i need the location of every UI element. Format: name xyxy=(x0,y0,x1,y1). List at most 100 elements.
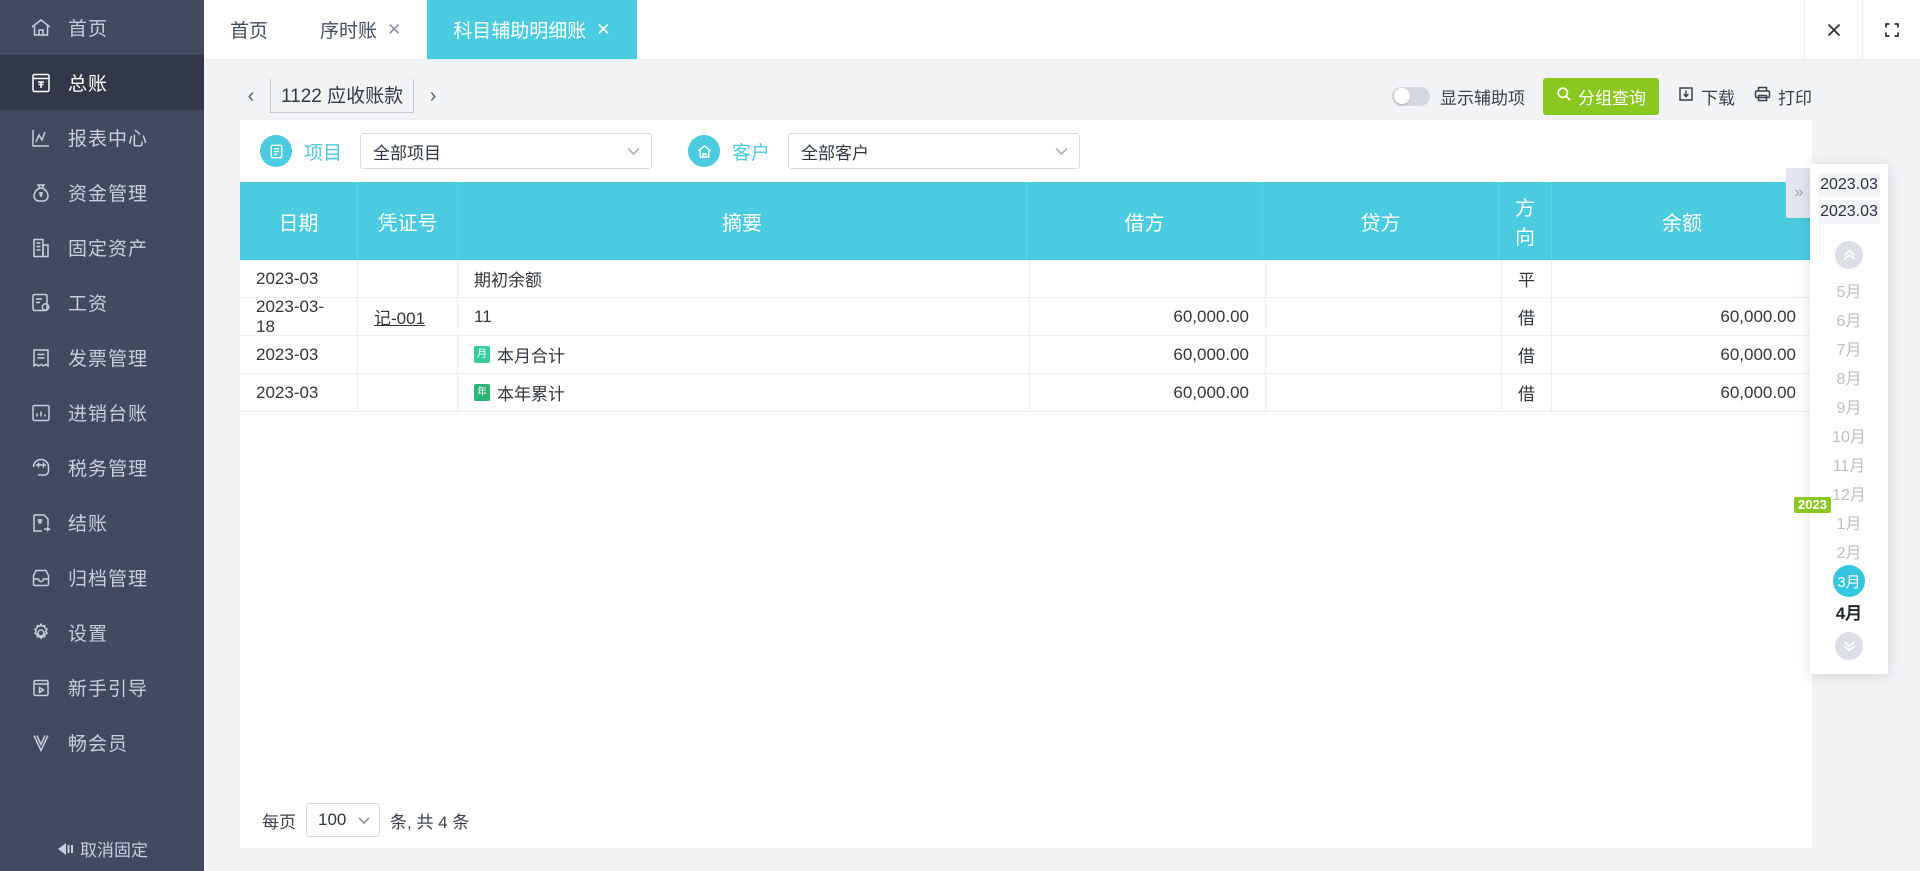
period-range-start[interactable]: 2023.03 xyxy=(1818,173,1880,197)
cell-digest: 期初余额 xyxy=(458,260,1030,297)
column-header-balance: 余额 xyxy=(1662,212,1702,235)
month-item-5[interactable]: 5月 xyxy=(1836,283,1862,301)
table-header-row: 日期 凭证号 摘要 借方 贷方 方向 余额 xyxy=(240,182,1812,260)
gear-icon xyxy=(28,620,54,646)
page-size-select[interactable]: 100 xyxy=(306,803,380,837)
scroll-up-icon[interactable] xyxy=(1835,241,1863,269)
group-query-button[interactable]: 分组查询 xyxy=(1543,77,1659,115)
archive-icon xyxy=(28,565,54,591)
download-button[interactable]: 下载 xyxy=(1677,84,1735,109)
money-bag-icon xyxy=(28,180,54,206)
cell-date: 2023-03-18 xyxy=(240,297,358,336)
month-item-2[interactable]: 2月 xyxy=(1836,544,1862,562)
tab-home[interactable]: 首页 xyxy=(204,0,294,59)
sidebar-item-report-center[interactable]: 报表中心 xyxy=(0,110,204,165)
settle-icon xyxy=(28,510,54,536)
cell-direction: 平 xyxy=(1502,260,1552,297)
sidebar-item-invoice-management[interactable]: 发票管理 xyxy=(0,330,204,385)
sidebar-item-guide[interactable]: 新手引导 xyxy=(0,660,204,715)
tab-bar-spacer xyxy=(637,0,1804,59)
month-label: 1月 xyxy=(1836,515,1862,533)
printer-icon xyxy=(1753,85,1772,108)
ledger-table: 日期 凭证号 摘要 借方 贷方 方向 余额 2023-03 期初余额 xyxy=(240,182,1812,732)
year-badge: 2023 xyxy=(1794,497,1831,513)
table-row[interactable]: 2023-03-18 记-001 11 60,000.00 借 60,000.0… xyxy=(240,297,1812,336)
voucher-link[interactable]: 记-001 xyxy=(374,309,426,328)
chevron-down-icon xyxy=(1054,143,1069,160)
payroll-icon xyxy=(28,290,54,316)
month-item-1[interactable]: 2023 1月 xyxy=(1794,497,1888,536)
total-count-label: 条, 共 4 条 xyxy=(390,812,470,832)
month-item-4[interactable]: 4月 xyxy=(1835,604,1863,623)
print-label: 打印 xyxy=(1778,88,1812,108)
show-auxiliary-label: 显示辅助项 xyxy=(1440,88,1525,108)
sidebar-item-archive-management[interactable]: 归档管理 xyxy=(0,550,204,605)
sidebar-item-vip[interactable]: 畅会员 xyxy=(0,715,204,770)
prev-account-icon[interactable]: ‹ xyxy=(247,84,255,107)
scroll-down-icon[interactable] xyxy=(1835,632,1863,660)
sidebar-item-label: 工资 xyxy=(68,294,109,315)
period-panel-collapse-icon[interactable]: » xyxy=(1786,168,1812,218)
month-item-9[interactable]: 9月 xyxy=(1836,399,1862,417)
cell-debit: 60,000.00 xyxy=(1030,298,1266,335)
show-auxiliary-toggle[interactable] xyxy=(1392,86,1430,106)
column-header-credit: 贷方 xyxy=(1263,182,1499,260)
sidebar-item-fixed-assets[interactable]: 固定资产 xyxy=(0,220,204,275)
month-item-12[interactable]: 12月 xyxy=(1832,486,1866,504)
group-query-label: 分组查询 xyxy=(1578,88,1646,108)
sidebar-pin-toggle[interactable]: 取消固定 xyxy=(0,836,204,861)
tab-subject-auxiliary-detail[interactable]: 科目辅助明细账 ✕ xyxy=(427,0,637,59)
close-icon[interactable]: ✕ xyxy=(596,19,611,39)
sidebar-item-label: 固定资产 xyxy=(68,239,149,260)
guide-icon xyxy=(28,675,54,701)
table-row[interactable]: 2023-03 年 本年累计 60,000.00 借 60,000.00 xyxy=(240,374,1812,412)
cell-debit: 60,000.00 xyxy=(1030,374,1266,411)
sidebar-item-fund-management[interactable]: 资金管理 xyxy=(0,165,204,220)
sidebar-item-label: 设置 xyxy=(68,624,109,645)
filter-bar: 项目 全部项目 xyxy=(240,120,1812,182)
window-close-button[interactable] xyxy=(1804,0,1862,59)
sidebar-item-general-ledger[interactable]: 总账 xyxy=(0,55,204,110)
cell-date: 2023-03 xyxy=(240,374,358,411)
project-select[interactable]: 全部项目 xyxy=(360,133,653,169)
month-item-11[interactable]: 11月 xyxy=(1832,457,1866,475)
table-row[interactable]: 2023-03 期初余额 平 xyxy=(240,260,1812,298)
table-row[interactable]: 2023-03 月 本月合计 60,000.00 借 60,000.00 xyxy=(240,336,1812,374)
chevron-down-icon xyxy=(357,812,371,828)
close-icon[interactable]: ✕ xyxy=(387,19,402,39)
customer-select[interactable]: 全部客户 xyxy=(788,133,1081,169)
invoice-icon xyxy=(28,345,54,371)
sidebar-pin-label: 取消固定 xyxy=(80,841,148,860)
chevron-down-icon xyxy=(626,143,641,160)
page-size-prefix: 每页 xyxy=(262,812,296,832)
column-header-debit: 借方 xyxy=(1027,182,1263,260)
tab-label: 首页 xyxy=(230,21,269,42)
month-item-6[interactable]: 6月 xyxy=(1836,312,1862,330)
page-size-value: 100 xyxy=(318,810,347,829)
print-button[interactable]: 打印 xyxy=(1753,84,1812,109)
period-range-end[interactable]: 2023.03 xyxy=(1818,200,1880,224)
sidebar-item-label: 发票管理 xyxy=(68,349,149,370)
sidebar-item-payroll[interactable]: 工资 xyxy=(0,275,204,330)
collapse-left-icon xyxy=(56,841,78,857)
month-item-8[interactable]: 8月 xyxy=(1836,370,1862,388)
sidebar-item-home[interactable]: 首页 xyxy=(0,0,204,55)
month-item-10[interactable]: 10月 xyxy=(1832,428,1866,446)
sidebar-item-settings[interactable]: 设置 xyxy=(0,605,204,660)
home-icon xyxy=(28,15,54,41)
cell-digest: 月 本月合计 xyxy=(458,336,1030,373)
pagination-bar: 每页 100 条, 共 4 条 xyxy=(240,792,1812,848)
sidebar-item-stock-ledger[interactable]: 进销台账 xyxy=(0,385,204,440)
sidebar-item-settle[interactable]: 结账 xyxy=(0,495,204,550)
month-item-7[interactable]: 7月 xyxy=(1836,341,1862,359)
month-item-3-current[interactable]: 3月 xyxy=(1833,565,1865,597)
cell-digest: 年 本年累计 xyxy=(458,374,1030,411)
main-area: 首页 序时账 ✕ 科目辅助明细账 ✕ xyxy=(204,0,1920,871)
window-fullscreen-button[interactable] xyxy=(1862,0,1920,59)
cell-direction: 借 xyxy=(1502,336,1552,373)
next-account-icon[interactable]: › xyxy=(429,84,437,107)
sidebar-item-tax-management[interactable]: 税务管理 xyxy=(0,440,204,495)
account-selector[interactable]: 1122 应收账款 xyxy=(270,79,415,113)
tab-sequential-ledger[interactable]: 序时账 ✕ xyxy=(294,0,427,59)
project-select-value: 全部项目 xyxy=(373,143,442,163)
